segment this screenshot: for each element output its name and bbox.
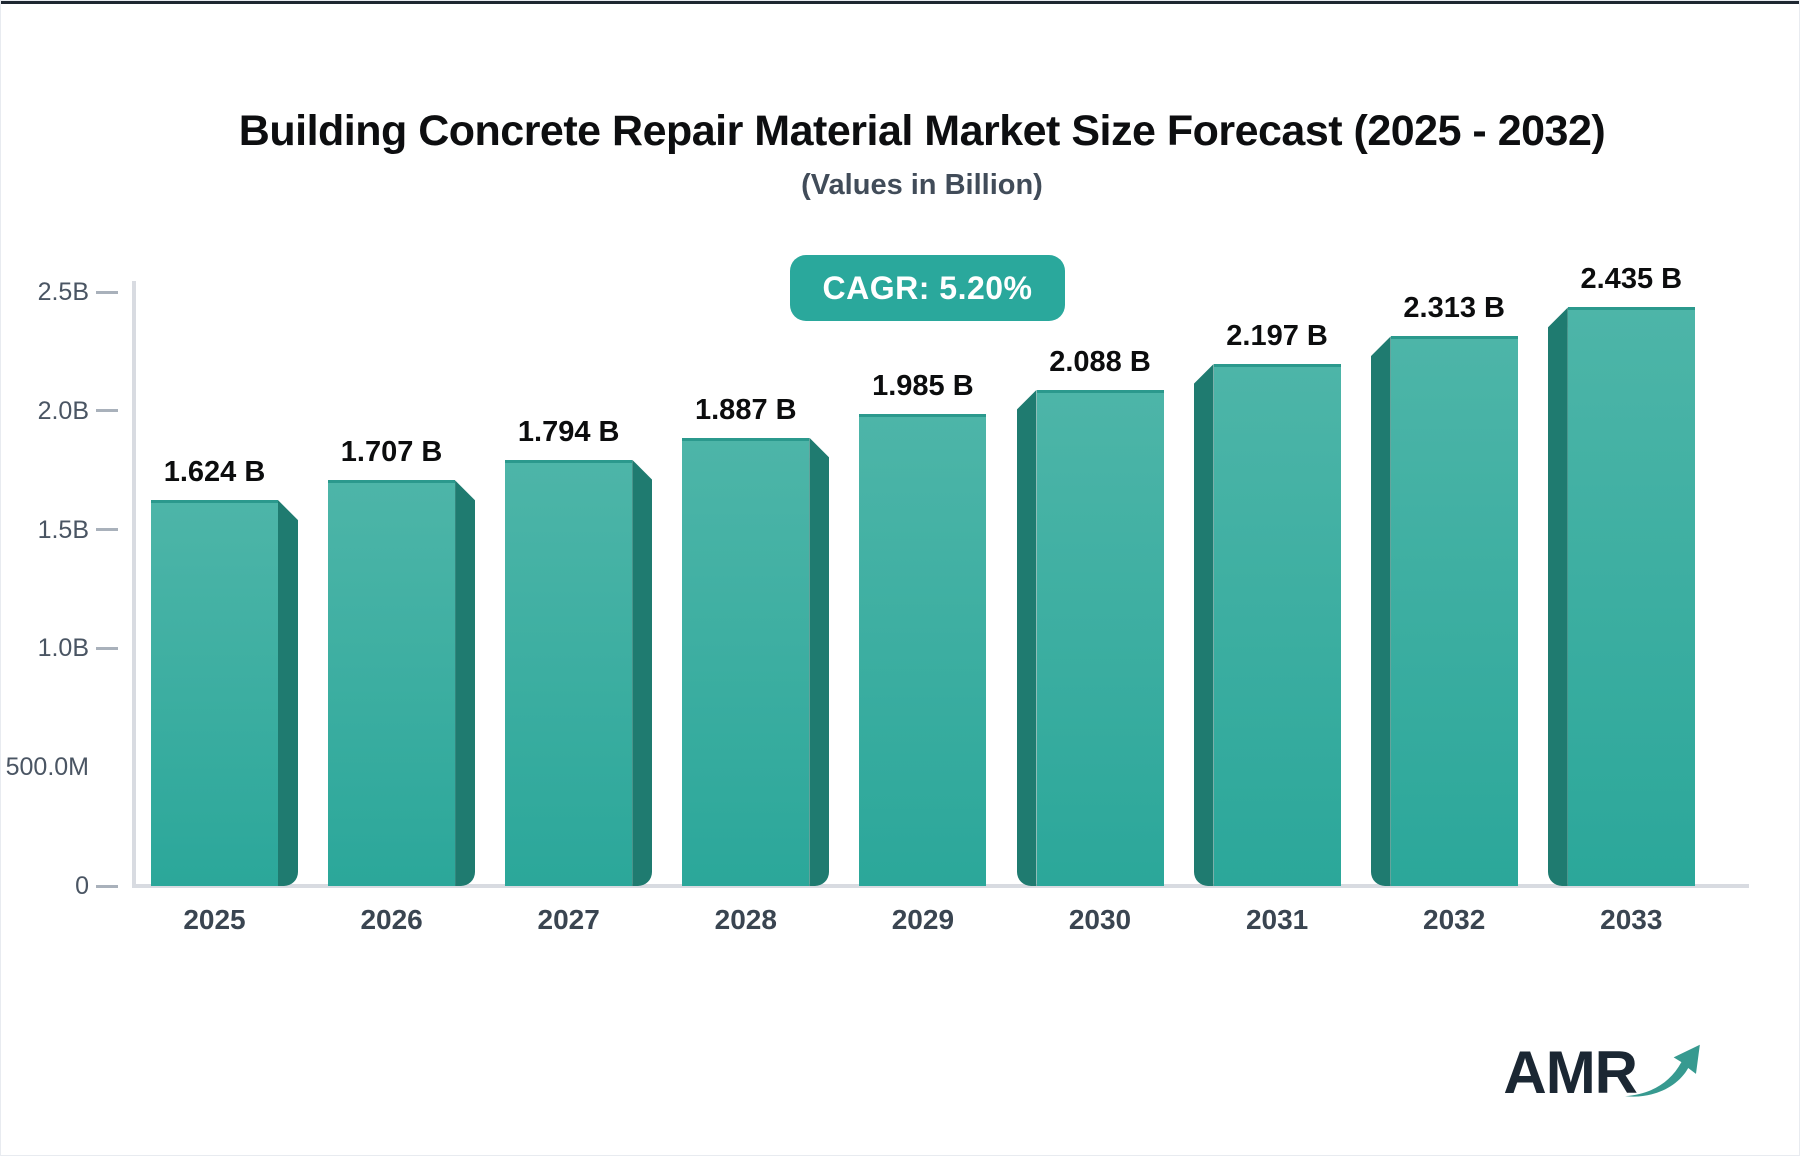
y-axis-tick	[96, 290, 118, 294]
chart-title: Building Concrete Repair Material Market…	[238, 107, 1606, 155]
x-axis-line	[132, 884, 1749, 888]
cagr-badge-label: CAGR: 5.20%	[822, 269, 1033, 306]
bar-side-shadow	[632, 459, 653, 886]
y-axis-tick	[96, 409, 118, 413]
x-axis-label: 2027	[537, 904, 600, 935]
y-axis-label: 2.5B	[37, 278, 89, 306]
y-axis-label: 1.5B	[37, 515, 89, 544]
bar-side-shadow	[809, 437, 830, 886]
bar	[1036, 389, 1164, 886]
cagr-badge: CAGR: 5.20%	[790, 255, 1065, 321]
y-axis-tick	[96, 646, 118, 650]
bar-value-label: 2.197 B	[1226, 319, 1328, 352]
bar-side-shadow	[1547, 307, 1568, 886]
bar-value-label: 2.435 B	[1580, 263, 1683, 296]
bar	[328, 480, 456, 886]
y-axis-label: 1.0B	[37, 634, 89, 663]
top-accent-bar	[1, 1, 1799, 4]
bar-side-shadow	[278, 500, 298, 886]
bar-value-label: 1.985 B	[872, 370, 974, 403]
bar-value-label: 1.887 B	[695, 393, 797, 426]
bar-value-label: 2.313 B	[1403, 292, 1505, 325]
y-axis-label: 500.0M	[5, 753, 89, 782]
bar-side-shadow	[1193, 363, 1214, 886]
bar-side-shadow	[455, 480, 476, 886]
x-axis-label: 2031	[1245, 904, 1309, 935]
bar	[151, 500, 278, 886]
y-axis-tick	[96, 528, 118, 532]
bar	[1390, 336, 1518, 886]
growth-arrow-icon	[1625, 1044, 1700, 1097]
bar-value-label: 1.624 B	[163, 456, 266, 489]
x-axis-label: 2025	[183, 904, 246, 935]
bar	[1567, 307, 1695, 886]
y-axis-line	[132, 281, 136, 886]
bar	[505, 459, 633, 886]
bar-value-label: 2.088 B	[1049, 345, 1151, 378]
x-axis-label: 2026	[360, 904, 423, 935]
bar-value-label: 1.707 B	[340, 436, 443, 469]
x-axis-label: 2032	[1423, 904, 1486, 935]
x-axis-label: 2030	[1068, 904, 1132, 935]
bar	[859, 414, 987, 886]
x-axis-label: 2029	[891, 904, 955, 935]
chart-subtitle: (Values in Billion)	[801, 169, 1043, 201]
brand-logo: AMR	[1503, 1035, 1701, 1103]
bar-side-shadow	[1370, 336, 1391, 886]
y-axis-label: 0	[75, 872, 89, 900]
bar-value-label: 1.794 B	[517, 415, 620, 448]
brand-logo-text: AMR	[1503, 1039, 1638, 1106]
bar	[682, 437, 810, 886]
bar-side-shadow	[1016, 389, 1037, 886]
bar	[1213, 363, 1341, 886]
x-axis-label: 2028	[714, 904, 777, 935]
y-axis-label: 2.0B	[37, 396, 89, 425]
y-axis-tick	[96, 884, 118, 888]
x-axis-label: 2033	[1600, 904, 1663, 935]
